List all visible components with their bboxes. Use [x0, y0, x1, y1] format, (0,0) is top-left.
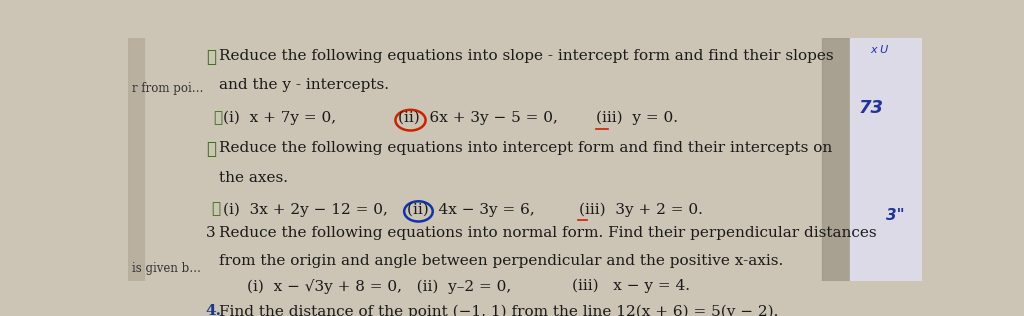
- Text: ✓: ✓: [211, 202, 220, 216]
- Text: (iii)  y = 0.: (iii) y = 0.: [596, 111, 678, 125]
- Bar: [128, 38, 143, 281]
- Text: Reduce the following equations into intercept form and find their intercepts on: Reduce the following equations into inte…: [219, 141, 833, 155]
- Text: x U: x U: [870, 45, 888, 55]
- Bar: [850, 38, 922, 281]
- Text: is given b…: is given b…: [132, 262, 201, 275]
- Text: (iii)   x − y = 4.: (iii) x − y = 4.: [572, 279, 690, 293]
- Text: the axes.: the axes.: [219, 171, 289, 185]
- Text: (ii)  6x + 3y − 5 = 0,: (ii) 6x + 3y − 5 = 0,: [397, 111, 558, 125]
- Text: Reduce the following equations into normal form. Find their perpendicular distan: Reduce the following equations into norm…: [219, 227, 877, 240]
- Text: (i)  x − √3y + 8 = 0,   (ii)  y–2 = 0,: (i) x − √3y + 8 = 0, (ii) y–2 = 0,: [247, 279, 511, 294]
- Text: ✓: ✓: [206, 141, 216, 158]
- Text: 4.: 4.: [206, 304, 222, 316]
- Text: ✓: ✓: [206, 49, 216, 66]
- Text: 3": 3": [886, 208, 904, 223]
- Text: (i)  x + 7y = 0,: (i) x + 7y = 0,: [223, 111, 336, 125]
- Text: r from poi…: r from poi…: [132, 82, 204, 95]
- Text: and the y - intercepts.: and the y - intercepts.: [219, 78, 389, 92]
- Text: (ii)  4x − 3y = 6,: (ii) 4x − 3y = 6,: [408, 202, 536, 216]
- Text: from the origin and angle between perpendicular and the positive x-axis.: from the origin and angle between perpen…: [219, 254, 783, 269]
- Text: 73: 73: [858, 99, 883, 117]
- Text: 3: 3: [206, 227, 215, 240]
- Bar: [822, 38, 850, 281]
- Text: (iii)  3y + 2 = 0.: (iii) 3y + 2 = 0.: [579, 202, 702, 216]
- Text: ✓: ✓: [214, 111, 223, 125]
- Text: Find the distance of the point (−1, 1) from the line 12(x + 6) = 5(y − 2).: Find the distance of the point (−1, 1) f…: [219, 304, 778, 316]
- Text: Reduce the following equations into slope - intercept form and find their slopes: Reduce the following equations into slop…: [219, 49, 834, 63]
- Text: (i)  3x + 2y − 12 = 0,: (i) 3x + 2y − 12 = 0,: [223, 202, 388, 216]
